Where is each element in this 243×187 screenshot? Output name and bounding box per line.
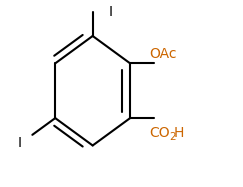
- Text: CO: CO: [149, 126, 170, 140]
- Text: H: H: [174, 126, 184, 140]
- Text: I: I: [109, 5, 113, 19]
- Text: OAc: OAc: [149, 47, 177, 61]
- Text: I: I: [18, 136, 22, 150]
- Text: 2: 2: [170, 132, 176, 142]
